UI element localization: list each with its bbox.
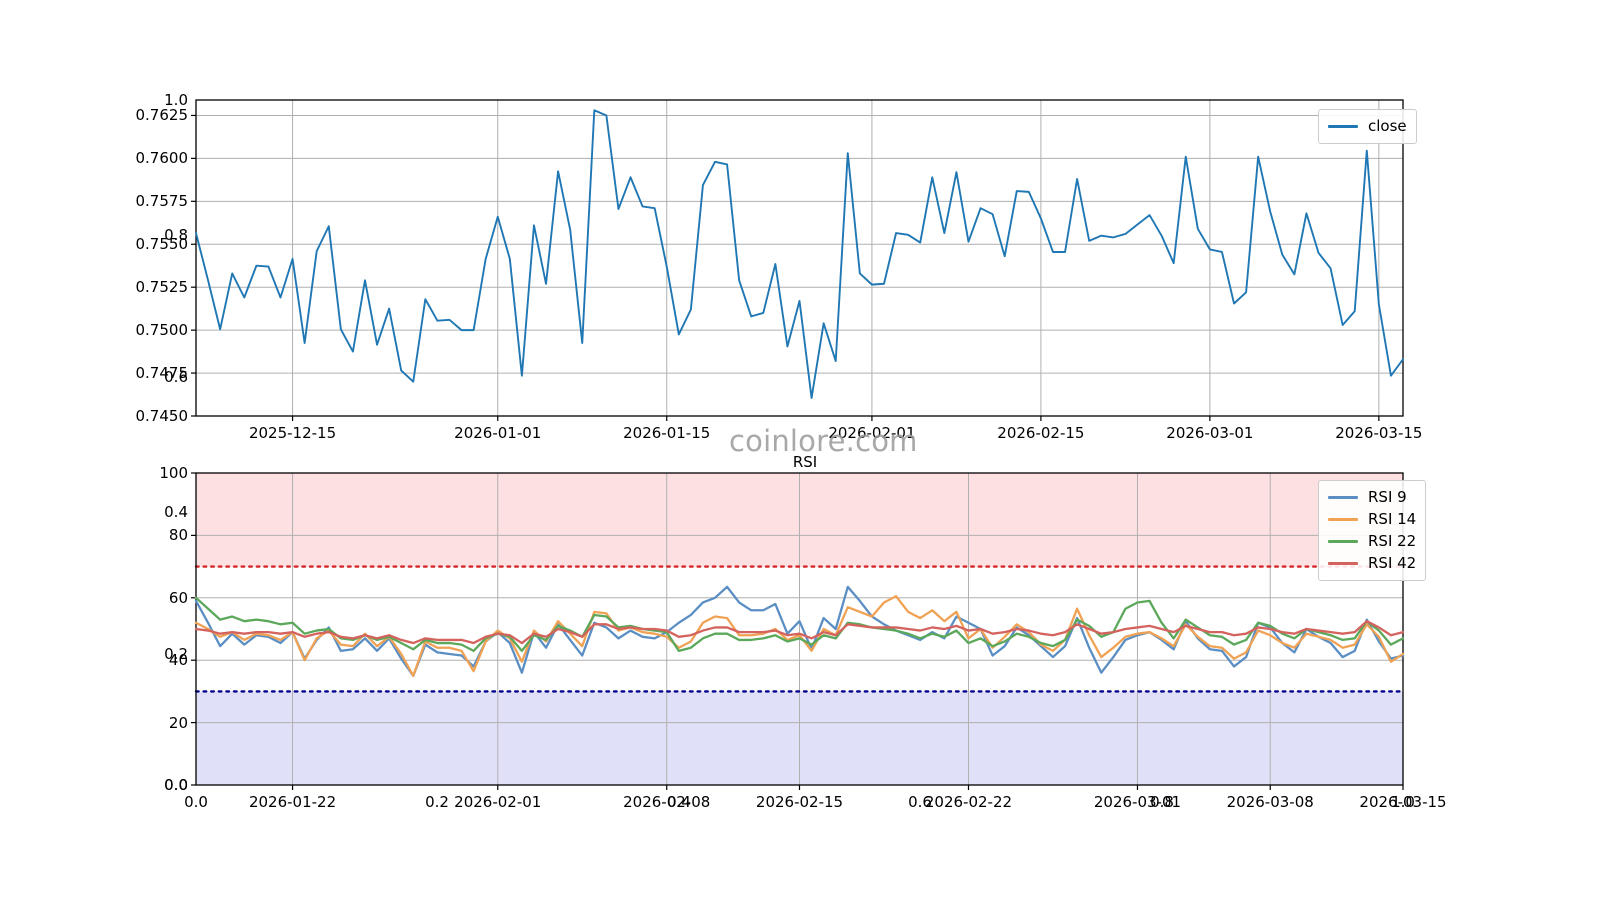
rsi-x-tick-label: 2026-03-15 [1359, 793, 1447, 811]
rsi-legend-item[interactable]: RSI 42 [1328, 552, 1416, 574]
legend-line-icon [1328, 495, 1358, 499]
price-x-tick-label: 2026-01-15 [623, 424, 711, 442]
price-y-tick-label: 0.7500 [135, 321, 189, 340]
rsi-legend-item[interactable]: RSI 22 [1328, 530, 1416, 552]
price-x-tick-label: 2026-02-01 [828, 424, 916, 442]
rsi-legend-label: RSI 22 [1368, 532, 1417, 550]
price-legend-label: close [1368, 117, 1407, 135]
price-y-tick-label: 0.7625 [135, 106, 189, 125]
rsi-y-tick-label: 40 [168, 651, 188, 670]
rsi-chart-title: RSI [792, 453, 818, 471]
rsi-legend-item[interactable]: RSI 14 [1328, 508, 1416, 530]
rsi-x-tick-label: 2026-02-08 [623, 793, 711, 811]
rsi-unit-x-tick-label: 0.0 [184, 793, 208, 811]
watermark: coinlore.com [729, 424, 918, 458]
rsi-y-tick-label: 0 [178, 776, 188, 794]
rsi-y-tick-label: 80 [168, 526, 188, 545]
price-legend-item[interactable]: close [1328, 115, 1407, 137]
price-y-tick-label: 0.7450 [135, 407, 189, 425]
price-y-tick-label: 0.7550 [135, 235, 189, 254]
rsi-chart-panel: 0 20 40 60 80 100 2026-01-22 2026-02-01 2026-02… [0, 440, 1600, 900]
rsi-legend-item[interactable]: RSI 9 [1328, 486, 1416, 508]
rsi-x-tick-label: 2026-03-08 [1226, 793, 1314, 811]
legend-line-icon [1328, 539, 1358, 543]
rsi-legend-label: RSI 42 [1368, 554, 1417, 572]
rsi-unit-y-tick-label: 0.4 [164, 503, 188, 521]
rsi-x-tick-label: 2026-01-22 [248, 793, 337, 811]
rsi-x-tick-label: 2026-02-15 [755, 793, 844, 811]
rsi-y-tick-label: 20 [168, 713, 188, 732]
rsi-x-tick-label: 2026-02-01 [454, 793, 542, 811]
price-unit-y-tick-label: 1.0 [164, 91, 188, 109]
legend-line-icon [1328, 561, 1358, 565]
price-chart-svg [191, 99, 1404, 421]
price-chart-panel: 0.7450 0.7475 0.7500 0.7525 0.7550 0.7575 0.76… [135, 91, 1423, 442]
price-x-tick-label: 2026-02-15 [997, 424, 1085, 442]
price-x-tick-label: 2025-12-15 [248, 424, 337, 442]
rsi-unit-x-tick-label: 0.4 [667, 793, 691, 811]
price-y-tick-label: 0.7600 [135, 149, 189, 168]
rsi-legend-label: RSI 9 [1368, 488, 1407, 506]
price-unit-y-tick-label: 0.8 [164, 226, 188, 244]
rsi-unit-y-tick-label: 0.2 [164, 645, 188, 663]
rsi-chart-svg [191, 472, 1405, 790]
rsi-unit-y-tick-label: 0.0 [164, 776, 188, 794]
price-x-tick-label: 2026-01-01 [454, 424, 542, 442]
rsi-legend-label: RSI 14 [1368, 510, 1417, 528]
rsi-x-tick-label: 2026-03-01 [1093, 793, 1182, 811]
rsi-unit-x-tick-label: 0.6 [908, 793, 932, 811]
price-x-tick-label: 2026-03-01 [1166, 424, 1254, 442]
price-y-tick-label: 0.7525 [135, 278, 189, 297]
rsi-x-tick-label: 2026-02-22 [924, 793, 1013, 811]
rsi-unit-y-origin-label: 0.0 [164, 776, 188, 794]
price-x-tick-label: 2026-03-15 [1335, 424, 1423, 442]
price-y-tick-label: 0.7575 [135, 192, 189, 211]
legend-line-icon [1328, 517, 1358, 521]
legend-line-icon [1328, 124, 1358, 128]
rsi-y-tick-label: 100 [159, 464, 188, 482]
rsi-unit-x-tick-label: 0.2 [425, 793, 449, 811]
rsi-unit-x-tick-label: 0.8 [1150, 793, 1174, 811]
price-y-tick-label: 0.7475 [135, 364, 189, 383]
rsi-legend[interactable]: RSI 9 RSI 14 RSI 22 RSI 42 [1318, 480, 1427, 581]
rsi-y-tick-label: 60 [168, 588, 188, 607]
rsi-unit-x-tick-label: 1.0 [1391, 793, 1415, 811]
price-unit-y-tick-label: 0.6 [164, 368, 188, 386]
price-legend[interactable]: close [1318, 109, 1417, 144]
